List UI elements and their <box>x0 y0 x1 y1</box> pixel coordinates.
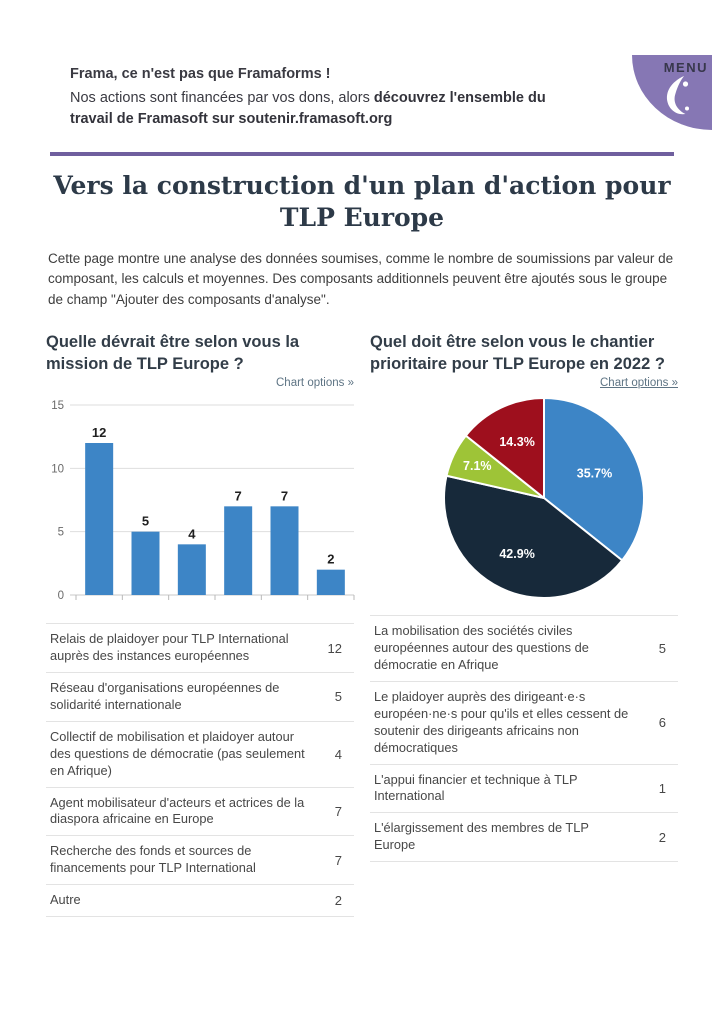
bar <box>177 544 206 596</box>
table-row: Recherche des fonds et sources de financ… <box>46 835 354 884</box>
bar-chart: 0 5 10 15 12 5 4 7 7 2 <box>51 400 355 602</box>
svg-text:35.7%: 35.7% <box>577 467 612 481</box>
table-row-value: 2 <box>334 893 342 909</box>
bar <box>85 443 114 596</box>
svg-text:2: 2 <box>327 552 334 567</box>
table-row: Autre 2 <box>46 884 354 916</box>
table-row-label: L'élargissement des membres de TLP Europ… <box>374 820 589 853</box>
table-row-value: 7 <box>334 803 342 819</box>
mission-panel: Quelle dévrait être selon vous la missio… <box>46 332 355 917</box>
table-row-value: 6 <box>658 715 666 731</box>
table-row: L'élargissement des membres de TLP Europ… <box>370 812 678 861</box>
table-row: Agent mobilisateur d'acteurs et actrices… <box>46 786 354 836</box>
table-row-label: Relais de plaidoyer pour TLP Internation… <box>50 631 289 664</box>
table-row-label: Recherche des fonds et sources de financ… <box>50 843 256 876</box>
support-framasoft-link[interactable]: découvrez l'ensemble du travail de Frama… <box>70 90 546 127</box>
svg-text:4: 4 <box>188 527 196 542</box>
pie-chart: 35.7% 42.9% 7.1% 14.3% <box>443 397 645 600</box>
table-row: Réseau d'organisations européennes de so… <box>46 672 354 721</box>
svg-text:7: 7 <box>235 489 242 504</box>
menu-button[interactable]: MENU <box>632 55 712 130</box>
chantier-question-title: Quel doit être selon vous le chantier pr… <box>370 332 665 373</box>
table-row: La mobilisation des sociétés civiles eur… <box>370 615 678 681</box>
table-row: L'appui financier et technique à TLP Int… <box>370 763 678 813</box>
svg-text:12: 12 <box>92 425 106 440</box>
table-row-label: La mobilisation des sociétés civiles eur… <box>374 623 589 673</box>
svg-text:5: 5 <box>58 527 64 539</box>
table-row-value: 1 <box>658 780 666 796</box>
table-row: Collectif de mobilisation et plaidoyer a… <box>46 720 354 787</box>
pie-slice <box>464 397 545 500</box>
pie-chart-options-link[interactable]: Chart options » <box>600 377 678 390</box>
table-row-label: Autre <box>50 892 81 908</box>
bar-chart-options-link[interactable]: Chart options » <box>276 377 354 390</box>
mission-results-table: Relais de plaidoyer pour TLP Internation… <box>46 623 354 917</box>
table-row-label: Collectif de mobilisation et plaidoyer a… <box>50 728 305 778</box>
mission-question-title: Quelle dévrait être selon vous la missio… <box>46 332 300 373</box>
svg-text:7: 7 <box>281 489 288 504</box>
pie-slice <box>543 397 645 562</box>
table-row-label: L'appui financier et technique à TLP Int… <box>374 771 578 804</box>
page-header: Frama, ce n'est pas que Framaforms ! Nos… <box>0 0 724 152</box>
svg-text:10: 10 <box>51 464 64 476</box>
header-divider <box>50 152 674 156</box>
table-row-label: Le plaidoyer auprès des dirigeant·e·s eu… <box>374 688 629 755</box>
table-row: Relais de plaidoyer pour TLP Internation… <box>46 623 354 672</box>
framasoft-logo-icon <box>666 76 689 115</box>
tagline-line2: Nos actions sont financées par vos dons,… <box>70 88 548 129</box>
svg-text:0: 0 <box>58 590 64 602</box>
svg-text:14.3%: 14.3% <box>499 435 534 449</box>
table-row-value: 2 <box>658 829 666 845</box>
bar <box>224 506 253 596</box>
table-row-value: 4 <box>334 746 342 762</box>
chantier-panel: Quel doit être selon vous le chantier pr… <box>370 332 678 917</box>
table-row-value: 5 <box>334 689 342 705</box>
page-title: Vers la construction d'un plan d'action … <box>53 171 671 232</box>
header-tagline: Frama, ce n'est pas que Framaforms ! Nos… <box>70 66 548 129</box>
analysis-description: Cette page montre une analyse des donnée… <box>48 251 674 307</box>
bar <box>316 569 345 596</box>
menu-label: MENU <box>663 60 708 75</box>
tagline-line1: Frama, ce n'est pas que Framaforms ! <box>70 66 331 82</box>
table-row-label: Agent mobilisateur d'acteurs et actrices… <box>50 794 305 827</box>
table-row-label: Réseau d'organisations européennes de so… <box>50 680 280 712</box>
bar <box>131 531 160 596</box>
pie-slice <box>443 475 624 600</box>
svg-text:7.1%: 7.1% <box>463 459 492 473</box>
analysis-columns: Quelle dévrait être selon vous la missio… <box>46 332 678 917</box>
table-row-value: 7 <box>334 852 342 868</box>
tagline-text: Nos actions sont financées par vos dons,… <box>70 90 374 106</box>
chantier-results-table: La mobilisation des sociétés civiles eur… <box>370 615 678 863</box>
table-row-value: 12 <box>327 640 342 656</box>
table-row: Le plaidoyer auprès des dirigeant·e·s eu… <box>370 680 678 764</box>
table-row-value: 5 <box>658 641 666 657</box>
svg-text:5: 5 <box>142 514 149 529</box>
svg-text:15: 15 <box>51 400 64 412</box>
bar <box>270 506 299 596</box>
svg-text:42.9%: 42.9% <box>499 547 534 561</box>
